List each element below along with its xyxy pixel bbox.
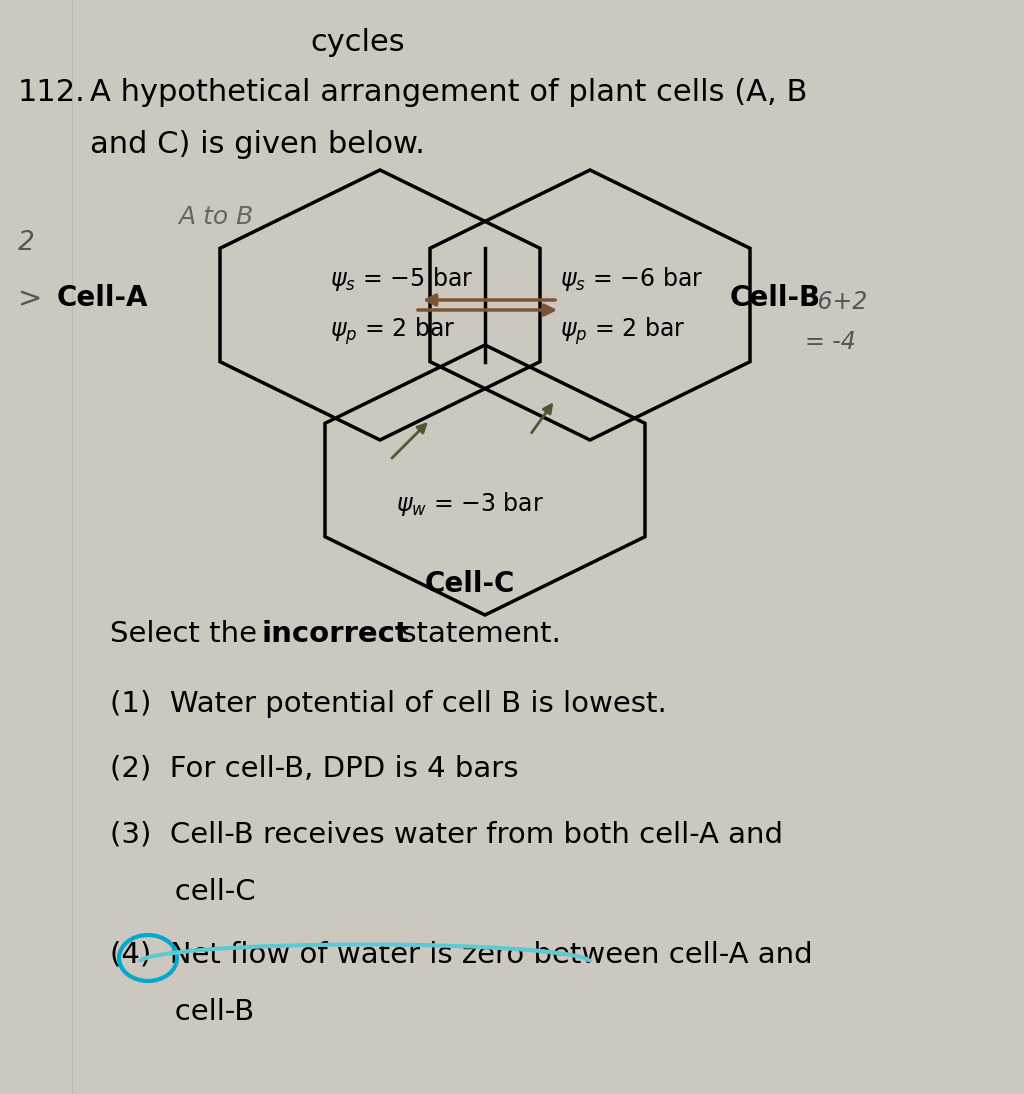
Text: (3)  Cell-B receives water from both cell-A and: (3) Cell-B receives water from both cell… <box>110 820 783 848</box>
Text: (2)  For cell-B, DPD is 4 bars: (2) For cell-B, DPD is 4 bars <box>110 755 518 783</box>
Text: statement.: statement. <box>392 620 561 648</box>
Text: and C) is given below.: and C) is given below. <box>90 130 425 159</box>
Text: $\psi_p$ = 2 bar: $\psi_p$ = 2 bar <box>560 315 685 347</box>
Text: (1)  Water potential of cell B is lowest.: (1) Water potential of cell B is lowest. <box>110 690 667 718</box>
Text: 2: 2 <box>18 230 35 256</box>
Text: 112.: 112. <box>18 78 86 107</box>
Text: cycles: cycles <box>310 28 404 57</box>
Text: Cell-C: Cell-C <box>425 570 515 598</box>
Text: A to B: A to B <box>178 205 253 229</box>
Text: cell-B: cell-B <box>110 998 254 1026</box>
Text: >: > <box>18 286 42 313</box>
Text: = -4: = -4 <box>805 330 856 354</box>
Text: cell-C: cell-C <box>110 878 256 906</box>
Text: Select the: Select the <box>110 620 266 648</box>
Text: -6+2: -6+2 <box>810 290 868 314</box>
Text: incorrect: incorrect <box>262 620 410 648</box>
Text: (4)  Net flow of water is zero between cell-A and: (4) Net flow of water is zero between ce… <box>110 940 813 968</box>
Text: $\psi_s$ = $-$6 bar: $\psi_s$ = $-$6 bar <box>560 265 703 293</box>
Text: A hypothetical arrangement of plant cells (A, B: A hypothetical arrangement of plant cell… <box>90 78 807 107</box>
Text: $\psi_w$ = $-$3 bar: $\psi_w$ = $-$3 bar <box>396 490 544 517</box>
Text: Cell-B: Cell-B <box>730 284 821 312</box>
Text: $\psi_p$ = 2 bar: $\psi_p$ = 2 bar <box>330 315 456 347</box>
Text: $\psi_s$ = $-$5 bar: $\psi_s$ = $-$5 bar <box>330 265 473 293</box>
Text: Cell-A: Cell-A <box>56 284 148 312</box>
